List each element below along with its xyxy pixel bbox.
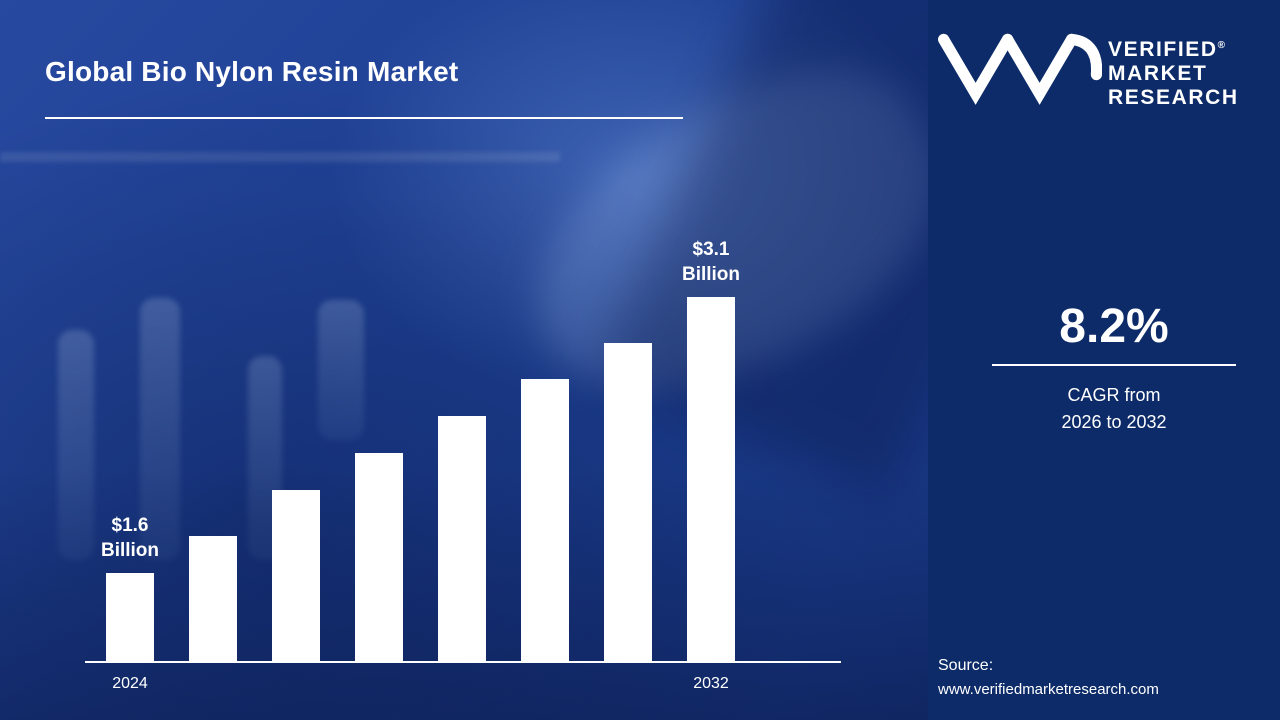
bar: [438, 416, 486, 661]
cagr-label-line1: CAGR from: [1067, 385, 1161, 406]
x-axis-label: 2032: [693, 675, 729, 692]
source-block: Source: www.verifiedmarketresearch.com: [938, 657, 1159, 698]
bar-value-label: $1.6 Billion: [100, 515, 160, 561]
bar: [687, 297, 735, 661]
cagr-value: 8.2%: [1059, 300, 1169, 353]
cagr-underline: [992, 364, 1236, 367]
brand-line-1: VERIFIED: [1108, 38, 1218, 61]
registered-mark: ®: [1217, 40, 1226, 51]
brand-panel: VERIFIED® MARKET RESEARCH 8.2% CAGR from…: [928, 0, 1280, 720]
bar: [604, 343, 652, 661]
bar-value-label: $3.1 Billion: [681, 239, 741, 285]
page-title: Global Bio Nylon Resin Market: [45, 56, 459, 87]
x-axis-baseline: [85, 661, 841, 663]
bar-column: [355, 453, 403, 661]
bar-column: [521, 379, 569, 661]
brand-line-2: MARKET: [1108, 62, 1208, 85]
bar-column: $1.6 Billion 2024: [101, 514, 159, 692]
brand-name: VERIFIED® MARKET RESEARCH: [1108, 34, 1239, 110]
source-label: Source:: [938, 657, 994, 674]
cagr-stat: 8.2% CAGR from 2026 to 2032: [992, 300, 1236, 436]
source-url: www.verifiedmarketresearch.com: [938, 681, 1159, 698]
bar: [189, 536, 237, 661]
bar-column: [604, 343, 652, 661]
chart-panel: Global Bio Nylon Resin Market $1.6 Billio…: [0, 0, 928, 720]
bar: [521, 379, 569, 661]
bar: [355, 453, 403, 661]
title-underline: [45, 117, 683, 119]
bar: [272, 490, 320, 661]
bar-column: $3.1 Billion 2032: [682, 238, 740, 692]
cagr-label-line2: 2026 to 2032: [1061, 412, 1167, 433]
bar-column: [438, 416, 486, 661]
bar: [106, 573, 154, 661]
shelf-shape: [0, 152, 560, 162]
brand-logo-block: VERIFIED® MARKET RESEARCH: [934, 24, 1239, 110]
test-tube-shape: [58, 330, 94, 560]
x-axis-label: 2024: [112, 675, 148, 692]
bar-column: [189, 536, 237, 661]
bar-chart-columns: $1.6 Billion 2024 $3.1 Billion 2032: [101, 238, 740, 692]
vmr-monogram-icon: [938, 33, 1102, 105]
bar-column: [272, 490, 320, 661]
brand-line-3: RESEARCH: [1108, 86, 1239, 109]
